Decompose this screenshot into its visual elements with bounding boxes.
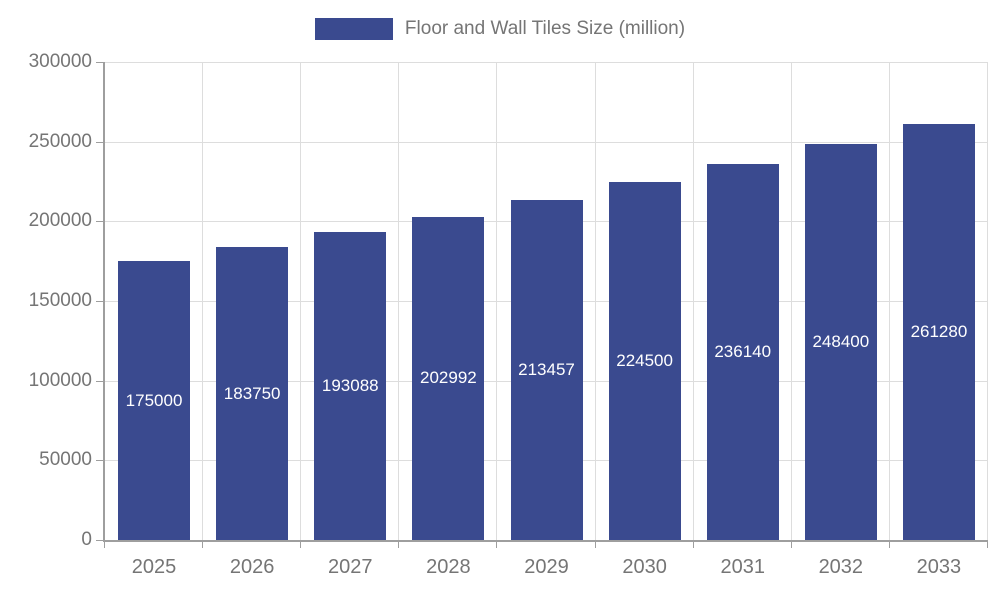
bar-value-label: 248400 [812,332,870,352]
y-tick-mark [96,540,103,541]
bar-2026[interactable]: 183750 [216,247,289,540]
y-axis-line [103,62,105,542]
bar-2030[interactable]: 224500 [608,182,681,540]
y-tick-mark [96,460,103,462]
y-tick-mark [96,141,103,143]
x-tick-label: 2029 [524,556,569,578]
h-gridline [105,62,988,63]
bar-2031[interactable]: 236140 [706,163,779,540]
x-tick-label: 2025 [131,556,177,578]
bar-2032[interactable]: 248400 [804,144,877,540]
x-tick-mark [889,542,890,548]
v-gridline [889,62,890,540]
v-gridline [693,62,694,540]
plot-area: 175000 183750 193088 202992 213457 224500 2361… [105,62,988,540]
bar-2025[interactable]: 175000 [118,261,191,540]
v-gridline [202,62,203,540]
y-tick-mark [96,62,103,63]
x-tick-mark [104,542,105,548]
y-tick-mark [96,301,103,302]
bar-2029[interactable]: 213457 [510,199,583,540]
bar-2028[interactable]: 202992 [412,216,485,540]
x-axis-labels: 2025 2026 2027 2028 2029 2030 2031 2032 2033 [105,556,988,586]
x-tick-label: 2032 [818,556,864,578]
x-tick-label: 2026 [229,556,275,578]
bar-value-label: 193088 [321,376,379,396]
x-tick-label: 2031 [720,556,765,578]
x-tick-mark [496,542,497,548]
y-axis-labels: 0 50000 100000 150000 200000 250000 300000 [0,51,92,550]
bar-value-label: 261280 [910,321,968,341]
legend-swatch [314,18,393,40]
legend-label: Floor and Wall Tiles Size (million) [404,18,686,39]
x-tick-mark [398,542,399,548]
y-tick-label: 300000 [28,51,92,72]
y-tick-label: 150000 [28,290,92,311]
chart-legend[interactable]: Floor and Wall Tiles Size (million) [0,18,1000,40]
x-tick-mark [791,542,792,548]
y-tick-mark [96,380,103,382]
x-tick-mark [693,542,694,548]
y-tick-label: 50000 [39,449,92,471]
x-tick-mark [595,542,596,548]
x-tick-label: 2027 [328,556,373,578]
bar-value-label: 175000 [125,390,183,410]
x-tick-mark [202,542,203,548]
bar-2033[interactable]: 261280 [902,123,975,540]
y-tick-label: 0 [81,529,92,550]
x-tick-mark [300,542,301,548]
v-gridline [300,62,301,540]
v-gridline [496,62,497,540]
y-tick-label: 200000 [28,210,92,232]
bar-value-label: 224500 [616,351,673,371]
v-gridline [987,62,988,540]
x-tick-label: 2028 [426,556,471,578]
bar-value-label: 236140 [714,341,772,361]
h-gridline [105,141,988,143]
x-axis-line [103,540,988,542]
bar-2027[interactable]: 193088 [314,232,387,540]
v-gridline [595,62,596,540]
y-tick-label: 100000 [28,369,92,391]
v-gridline [398,62,399,540]
y-tick-mark [96,221,103,223]
x-tick-label: 2033 [916,556,962,578]
bar-value-label: 183750 [223,383,281,403]
bar-value-label: 213457 [518,359,575,379]
x-tick-label: 2030 [622,556,667,578]
v-gridline [791,62,792,540]
x-tick-mark [987,542,988,548]
y-tick-label: 250000 [28,130,92,152]
bar-value-label: 202992 [420,368,477,388]
